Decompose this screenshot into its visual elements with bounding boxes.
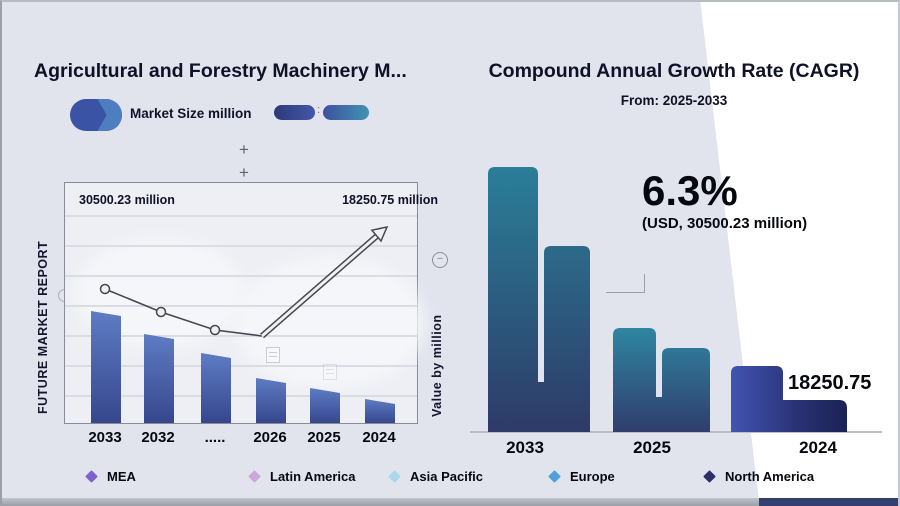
market-size-chart: 30500.23 million 18250.75 million: [64, 182, 438, 424]
document-watermark-icon: [266, 347, 280, 363]
x-tick-2024: 2024: [362, 429, 396, 446]
bar-2026: [256, 378, 286, 423]
x-tick-2025: 2025: [633, 438, 671, 457]
region-legend: MEA Latin America Asia Pacific Europe No…: [2, 466, 898, 488]
bar-group-2024: [731, 366, 847, 432]
gridline: [65, 305, 417, 307]
pill-colon: :: [317, 104, 321, 116]
bottom-edge-navy: [759, 498, 898, 506]
x-tick-2025: 2025: [307, 429, 341, 446]
x-tick-dots: .....: [204, 429, 226, 446]
y-axis-label: Value by million: [430, 314, 444, 417]
legend-label: Asia Pacific: [410, 468, 483, 484]
value-label-18250: 18250.75: [788, 372, 872, 394]
right-panel-title: Compound Annual Growth Rate (CAGR): [488, 60, 860, 82]
gridline: [65, 395, 417, 397]
diamond-icon: [548, 469, 561, 483]
zoom-out-icon: −: [432, 252, 448, 268]
legend-label: Europe: [570, 468, 615, 484]
market-size-label: Market Size million: [130, 106, 252, 121]
x-tick-2024: 2024: [799, 438, 837, 457]
diamond-icon: [85, 469, 98, 483]
future-market-report-watermark: FUTURE MARKET REPORT: [36, 240, 50, 414]
legend-label: Latin America: [270, 468, 356, 484]
diamond-icon: [703, 469, 716, 483]
gridline: [65, 245, 417, 247]
pill-icon-teal: [323, 105, 369, 120]
cagr-bar-chart: [470, 167, 882, 433]
bar-group-2025: [613, 328, 710, 432]
plus-icon: +: [239, 163, 249, 182]
bar-group-2033: [488, 167, 590, 432]
diamond-icon: [248, 469, 261, 483]
bar-2033: [91, 311, 121, 423]
gridline: [65, 365, 417, 367]
diamond-icon: [388, 469, 401, 483]
bar-dots: [201, 353, 231, 423]
gridline: [65, 215, 417, 217]
start-value-label: 30500.23 million: [79, 193, 175, 207]
cagr-percentage: 6.3%: [642, 167, 738, 214]
bar-2025: [310, 388, 340, 423]
gridline: [65, 335, 417, 337]
bar-2032: [144, 334, 174, 423]
legend-label: North America: [725, 468, 815, 484]
x-tick-2026: 2026: [253, 429, 287, 446]
x-tick-2033: 2033: [88, 429, 122, 446]
left-panel-title: Agricultural and Forestry Machinery M...: [34, 60, 407, 82]
plus-icon: +: [239, 140, 249, 159]
market-size-capsule-icon: [70, 99, 122, 131]
trend-line-and-arrow: [99, 225, 389, 339]
legend-item-north-america: North America: [703, 466, 815, 486]
cagr-period-subtitle: From: 2025-2033: [620, 93, 728, 108]
legend-item-asia-pacific: Asia Pacific: [388, 466, 483, 486]
x-tick-2033: 2033: [506, 438, 544, 457]
bottom-edge-shadow: [2, 498, 759, 506]
corner-bracket-mark: [606, 274, 645, 293]
x-tick-2032: 2032: [141, 429, 175, 446]
end-value-label: 18250.75 million: [342, 193, 438, 207]
legend-label: MEA: [107, 468, 136, 484]
legend-item-mea: MEA: [85, 466, 136, 486]
document-watermark-icon: [323, 364, 337, 380]
pill-icon-dark: [274, 105, 315, 120]
cagr-detail: (USD, 30500.23 million): [642, 215, 808, 232]
gridline: [65, 275, 417, 277]
legend-item-europe: Europe: [548, 466, 615, 486]
legend-item-latin-america: Latin America: [248, 466, 356, 486]
capsule-hex-facet: [97, 99, 122, 131]
